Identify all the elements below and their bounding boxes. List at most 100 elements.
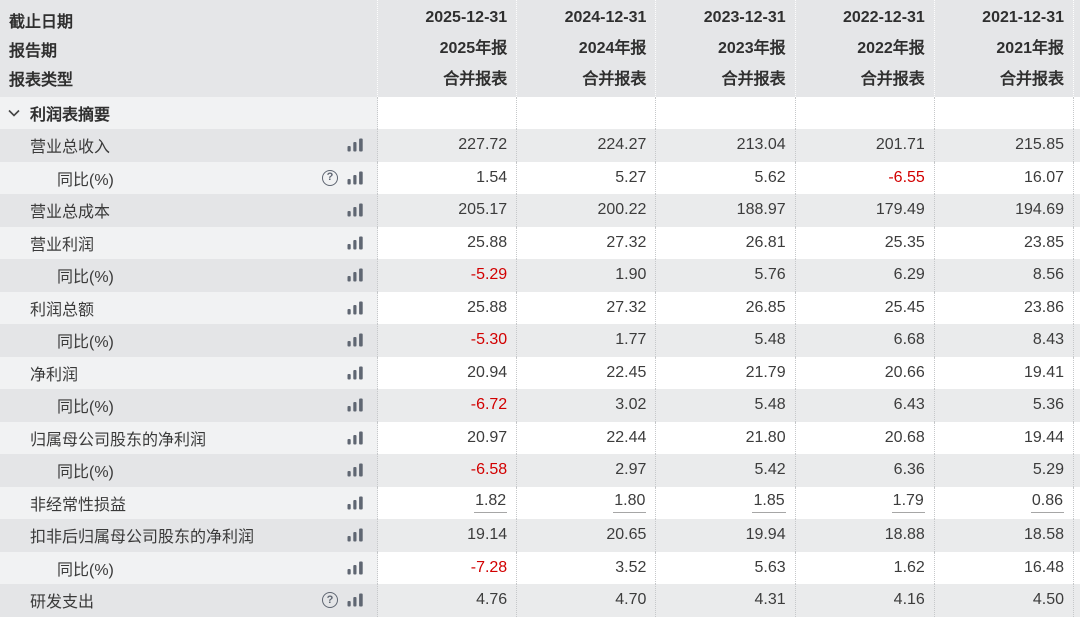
bar-chart-icon[interactable] — [347, 561, 364, 575]
question-mark-icon[interactable]: ? — [322, 592, 338, 609]
value-cell: -6.58 — [378, 454, 518, 487]
value-cell: 224.27 — [517, 129, 657, 162]
value-cell: 2.97 — [517, 454, 657, 487]
value: 20.68 — [884, 428, 925, 446]
value-cell: 21.80 — [656, 421, 796, 454]
value-cell: 213.04 — [656, 129, 796, 162]
value-cell: 4.31 — [656, 584, 796, 617]
row-icons — [347, 431, 377, 445]
value: 16.07 — [1023, 168, 1065, 186]
value-cell: -5.29 — [378, 259, 518, 292]
table-row: 净利润 20.94 22.45 21.79 20.66 19.41 — [0, 356, 1080, 390]
bar-chart-icon[interactable] — [347, 496, 364, 510]
row-icons — [347, 268, 377, 282]
value-cell: 25.88 — [378, 291, 518, 324]
value-cell: 5.63 — [656, 551, 796, 584]
section-empty-cell — [795, 97, 935, 129]
row-spacer — [1074, 194, 1080, 227]
header-report-period: 2022年报 — [857, 39, 925, 57]
value-cell: 4.50 — [935, 584, 1075, 617]
table-row: 同比(%) -5.30 1.77 5.48 6.68 8.43 — [0, 324, 1080, 357]
value-cell: 22.45 — [517, 356, 657, 389]
bar-chart-icon[interactable] — [347, 528, 364, 542]
value: 1.80 — [613, 492, 647, 514]
value: 0.86 — [1030, 492, 1065, 514]
row-icons — [347, 301, 377, 315]
value: 1.82 — [474, 492, 508, 514]
value: 5.63 — [754, 558, 786, 576]
bar-chart-icon[interactable] — [347, 431, 364, 445]
row-spacer — [1074, 487, 1080, 520]
row-label-cell: 同比(%) — [0, 324, 378, 357]
value: 205.17 — [458, 201, 508, 219]
row-spacer — [1074, 324, 1080, 357]
value-cell: 5.48 — [656, 389, 796, 422]
value-cell: 1.77 — [517, 324, 657, 357]
value: 18.58 — [1023, 526, 1065, 544]
value: 19.44 — [1023, 428, 1065, 446]
bar-chart-icon[interactable] — [347, 301, 364, 315]
bar-chart-icon[interactable] — [347, 171, 364, 185]
section-row-income-statement[interactable]: 利润表摘要 — [0, 97, 1080, 129]
row-spacer — [1074, 454, 1080, 487]
row-spacer — [1074, 129, 1080, 162]
row-spacer — [1074, 422, 1080, 455]
row-label-cell: 同比(%) — [0, 389, 378, 422]
row-label: 同比(%) — [57, 171, 114, 189]
value: 25.88 — [467, 298, 508, 316]
row-label: 同比(%) — [57, 561, 114, 579]
value-cell: 194.69 — [935, 194, 1075, 227]
value: 3.52 — [615, 558, 647, 576]
value-cell: 20.66 — [796, 356, 935, 389]
value: 224.27 — [597, 136, 647, 154]
header-report-period: 2025年报 — [439, 39, 508, 57]
value: 5.76 — [754, 266, 786, 284]
row-spacer — [1074, 584, 1080, 617]
row-label-cell: 归属母公司股东的净利润 — [0, 421, 378, 454]
value-cell: 19.41 — [935, 356, 1075, 389]
value: -7.28 — [470, 558, 508, 576]
chevron-down-icon[interactable] — [7, 108, 21, 118]
value-cell: 16.07 — [935, 161, 1075, 194]
bar-chart-icon[interactable] — [347, 593, 364, 607]
table-row: 研发支出? 4.76 4.70 4.31 4.16 4.50 — [0, 584, 1080, 617]
header-report-type: 合并报表 — [860, 70, 925, 88]
header-report-period: 2021年报 — [996, 39, 1065, 57]
bar-chart-icon[interactable] — [347, 138, 364, 152]
row-icons — [347, 236, 377, 250]
bar-chart-icon[interactable] — [347, 463, 364, 477]
bar-chart-icon[interactable] — [347, 333, 364, 347]
row-spacer — [1074, 227, 1080, 260]
table-row: 营业总成本 205.17 200.22 188.97 179.49 194.69 — [0, 194, 1080, 227]
question-mark-icon[interactable]: ? — [322, 169, 338, 186]
value-cell: 26.85 — [656, 291, 796, 324]
section-label[interactable]: 利润表摘要 — [0, 97, 378, 129]
column-header: 2024-12-31 2024年报 合并报表 — [517, 0, 657, 97]
value-cell: 1.90 — [517, 259, 657, 292]
bar-chart-icon[interactable] — [347, 236, 364, 250]
row-label-cell: 利润总额 — [0, 291, 378, 324]
row-spacer — [1074, 357, 1080, 390]
bar-chart-icon[interactable] — [347, 268, 364, 282]
row-icons — [347, 138, 377, 152]
table-row: 营业利润 25.88 27.32 26.81 25.35 23.85 — [0, 226, 1080, 260]
row-label: 归属母公司股东的净利润 — [30, 431, 207, 449]
value: 5.48 — [754, 396, 786, 414]
bar-chart-icon[interactable] — [347, 203, 364, 217]
value-cell: 5.36 — [935, 389, 1075, 422]
value-cell: 5.29 — [935, 454, 1075, 487]
row-icons — [347, 203, 377, 217]
value: 20.94 — [467, 363, 508, 381]
bar-chart-icon[interactable] — [347, 366, 364, 380]
row-icons — [347, 496, 377, 510]
bar-chart-icon[interactable] — [347, 398, 364, 412]
value-cell: 6.36 — [796, 454, 935, 487]
header-label-enddate: 截止日期 — [9, 13, 74, 31]
value-cell: 5.48 — [656, 324, 796, 357]
value: -6.72 — [470, 396, 508, 414]
row-label: 净利润 — [30, 366, 79, 384]
value: 4.70 — [615, 591, 647, 609]
row-spacer — [1074, 259, 1080, 292]
value-cell: 5.62 — [656, 161, 796, 194]
row-label: 同比(%) — [57, 399, 114, 417]
